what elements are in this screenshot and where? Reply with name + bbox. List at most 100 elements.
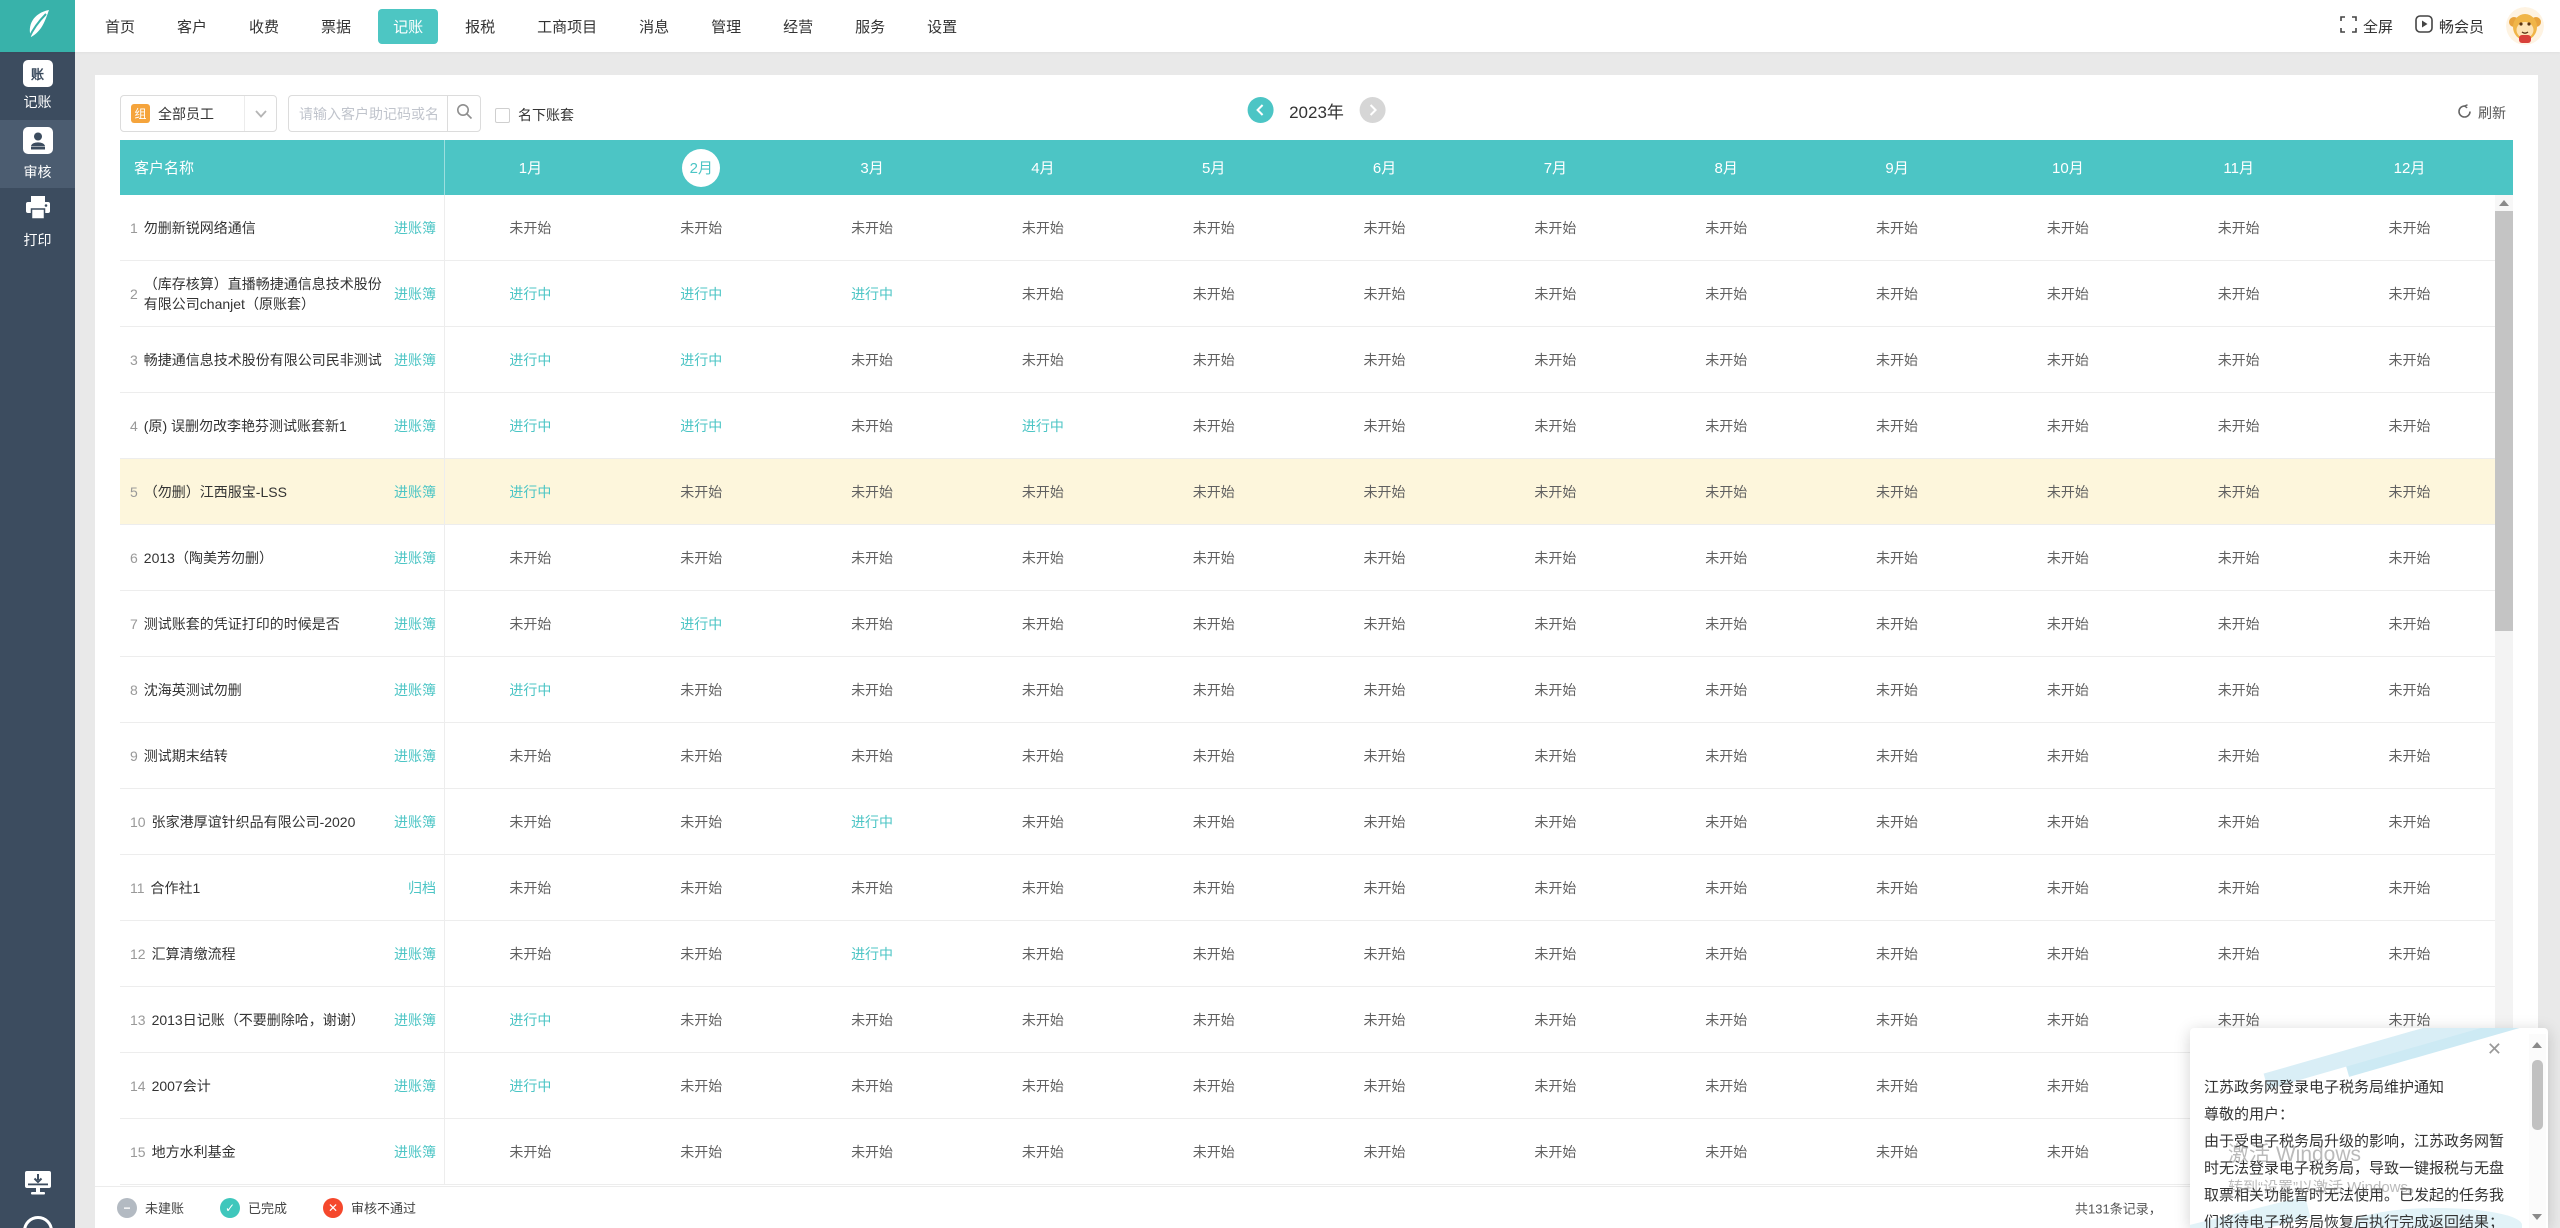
- nav-item-记账[interactable]: 记账: [378, 8, 439, 44]
- open-ledger-link[interactable]: 进账簿: [394, 351, 436, 368]
- app-logo[interactable]: [0, 0, 75, 52]
- month-status-cell: 未开始: [1534, 747, 1577, 764]
- month-status-cell: 未开始: [2217, 351, 2260, 368]
- search-button[interactable]: [447, 95, 481, 132]
- month-status-cell: 未开始: [1021, 285, 1064, 302]
- table-header: 客户名称 1月 2月 3月 4月 5月 6月 7月 8月 9月 10月 11月 12月: [120, 140, 2513, 195]
- popup-scroll-thumb[interactable]: [2532, 1060, 2543, 1130]
- month-status-cell: 未开始: [1021, 615, 1064, 632]
- fullscreen-button[interactable]: 全屏: [2340, 15, 2393, 37]
- month-headers: 1月 2月 3月 4月 5月 6月 7月 8月 9月 10月 11月 12月: [445, 140, 2495, 195]
- refresh-button[interactable]: 刷新: [2457, 103, 2506, 123]
- table-row: 6 2013（陶美芳勿删） 进账簿 未开始 未开始 未开始 未开始 未开始 未开始 未开始 未开始 未…: [120, 525, 2495, 591]
- month-status-cell: 未开始: [509, 615, 552, 632]
- close-icon[interactable]: ✕: [2486, 1039, 2502, 1059]
- month-status-cell: 未开始: [2046, 681, 2089, 698]
- month-status-cell: 未开始: [2388, 351, 2431, 368]
- search-input[interactable]: [288, 95, 447, 132]
- nav-item-票据[interactable]: 票据: [321, 18, 352, 36]
- member-button[interactable]: 畅会员: [2415, 15, 2484, 37]
- left-sidebar: 账记账 审核 打印: [0, 52, 75, 1228]
- month-status-cell: 未开始: [1534, 1077, 1577, 1094]
- month-status-cell: 未开始: [1021, 1011, 1064, 1028]
- open-ledger-link[interactable]: 进账簿: [394, 483, 436, 500]
- x-circle-icon: ✕: [323, 1197, 344, 1218]
- month-status-cell: 未开始: [1705, 351, 1748, 368]
- open-ledger-link[interactable]: 归档: [408, 879, 436, 896]
- own-accounts-checkbox[interactable]: [495, 107, 510, 123]
- nav-item-消息[interactable]: 消息: [639, 18, 670, 36]
- month-status-cell: 未开始: [1021, 945, 1064, 962]
- sidebar-item-打印[interactable]: 打印: [0, 188, 75, 256]
- month-status-cell: 进行中: [680, 285, 723, 302]
- month-status-cell: 进行中: [509, 483, 552, 500]
- open-ledger-link[interactable]: 进账簿: [394, 1143, 436, 1160]
- open-ledger-link[interactable]: 进账簿: [394, 285, 436, 302]
- scrollbar-up-arrow[interactable]: [2495, 195, 2513, 211]
- open-ledger-link[interactable]: 进账簿: [394, 945, 436, 962]
- nav-item-设置[interactable]: 设置: [927, 18, 958, 36]
- month-status-cell: 未开始: [1363, 219, 1406, 236]
- nav-item-报税[interactable]: 报税: [465, 18, 496, 36]
- month-status-cell: 未开始: [2388, 813, 2431, 830]
- month-status-cell: 未开始: [1021, 483, 1064, 500]
- nav-item-管理[interactable]: 管理: [711, 18, 742, 36]
- month-status-cell: 未开始: [680, 945, 723, 962]
- chevron-down-icon: [244, 96, 276, 131]
- group-badge-icon: 组: [131, 104, 150, 123]
- month-status-cell: 未开始: [1192, 417, 1235, 434]
- nav-item-工商项目[interactable]: 工商项目: [537, 18, 598, 36]
- printer-icon: [23, 195, 53, 225]
- monkey-avatar[interactable]: [2506, 7, 2544, 45]
- prev-year-button[interactable]: [1247, 97, 1274, 123]
- nav-item-服务[interactable]: 服务: [855, 18, 886, 36]
- current-month-badge: 2月: [682, 148, 721, 187]
- sidebar-item-label: 记账: [23, 94, 52, 110]
- popup-scroll-down-arrow[interactable]: [2532, 1214, 2542, 1220]
- open-ledger-link[interactable]: 进账簿: [394, 681, 436, 698]
- topbar-right: 全屏 畅会员: [2340, 0, 2544, 52]
- open-ledger-link[interactable]: 进账簿: [394, 1077, 436, 1094]
- nav-item-经营[interactable]: 经营: [783, 18, 814, 36]
- sidebar-item-审核[interactable]: 审核: [0, 120, 75, 188]
- sidebar-item-记账[interactable]: 账记账: [0, 52, 75, 120]
- month-status-cell: 未开始: [509, 1143, 552, 1160]
- open-ledger-link[interactable]: 进账簿: [394, 615, 436, 632]
- month-status-cell: 未开始: [1363, 417, 1406, 434]
- refresh-icon: [2457, 104, 2472, 122]
- month-status-cell: 未开始: [2046, 417, 2089, 434]
- open-ledger-link[interactable]: 进账簿: [394, 549, 436, 566]
- month-status-cell: 未开始: [2046, 351, 2089, 368]
- nav-item-客户[interactable]: 客户: [177, 18, 208, 36]
- open-ledger-link[interactable]: 进账簿: [394, 219, 436, 236]
- month-status-cell: 未开始: [1192, 879, 1235, 896]
- help-circle-icon[interactable]: [22, 1216, 53, 1228]
- sidebar-item-label: 审核: [23, 163, 52, 180]
- next-year-button[interactable]: [1359, 97, 1386, 123]
- month-status-cell: 未开始: [1534, 879, 1577, 896]
- nav-item-首页[interactable]: 首页: [105, 18, 136, 36]
- month-status-cell: 未开始: [2388, 681, 2431, 698]
- month-status-cell: 未开始: [1876, 219, 1919, 236]
- scrollbar-thumb[interactable]: [2495, 211, 2513, 631]
- client-download-icon[interactable]: [22, 1169, 54, 1202]
- month-status-cell: 未开始: [1021, 879, 1064, 896]
- open-ledger-link[interactable]: 进账簿: [394, 1011, 436, 1028]
- popup-scroll-up-arrow[interactable]: [2532, 1042, 2542, 1048]
- month-status-cell: 未开始: [851, 1143, 894, 1160]
- table-row: 13 2013日记账（不要删除哈，谢谢） 进账簿 进行中 未开始 未开始 未开始 未开始 未开始…: [120, 987, 2495, 1053]
- open-ledger-link[interactable]: 进账簿: [394, 417, 436, 434]
- month-status-cell: 未开始: [1363, 483, 1406, 500]
- customer-name: (原) 误删勿改李艳芬测试账套新1: [143, 417, 347, 434]
- month-status-cell: 未开始: [1705, 483, 1748, 500]
- legend-item: − 未建账: [117, 1197, 184, 1218]
- month-header-11月: 11月: [2223, 160, 2254, 177]
- open-ledger-link[interactable]: 进账簿: [394, 747, 436, 764]
- notice-greeting: 尊敬的用户：: [2204, 1106, 2295, 1123]
- open-ledger-link[interactable]: 进账簿: [394, 813, 436, 830]
- month-status-cell: 未开始: [1021, 813, 1064, 830]
- employee-filter-dropdown[interactable]: 组 全部员工: [120, 95, 277, 132]
- month-status-cell: 未开始: [1021, 1143, 1064, 1160]
- month-status-cell: 未开始: [1192, 285, 1235, 302]
- nav-item-收费[interactable]: 收费: [249, 18, 280, 36]
